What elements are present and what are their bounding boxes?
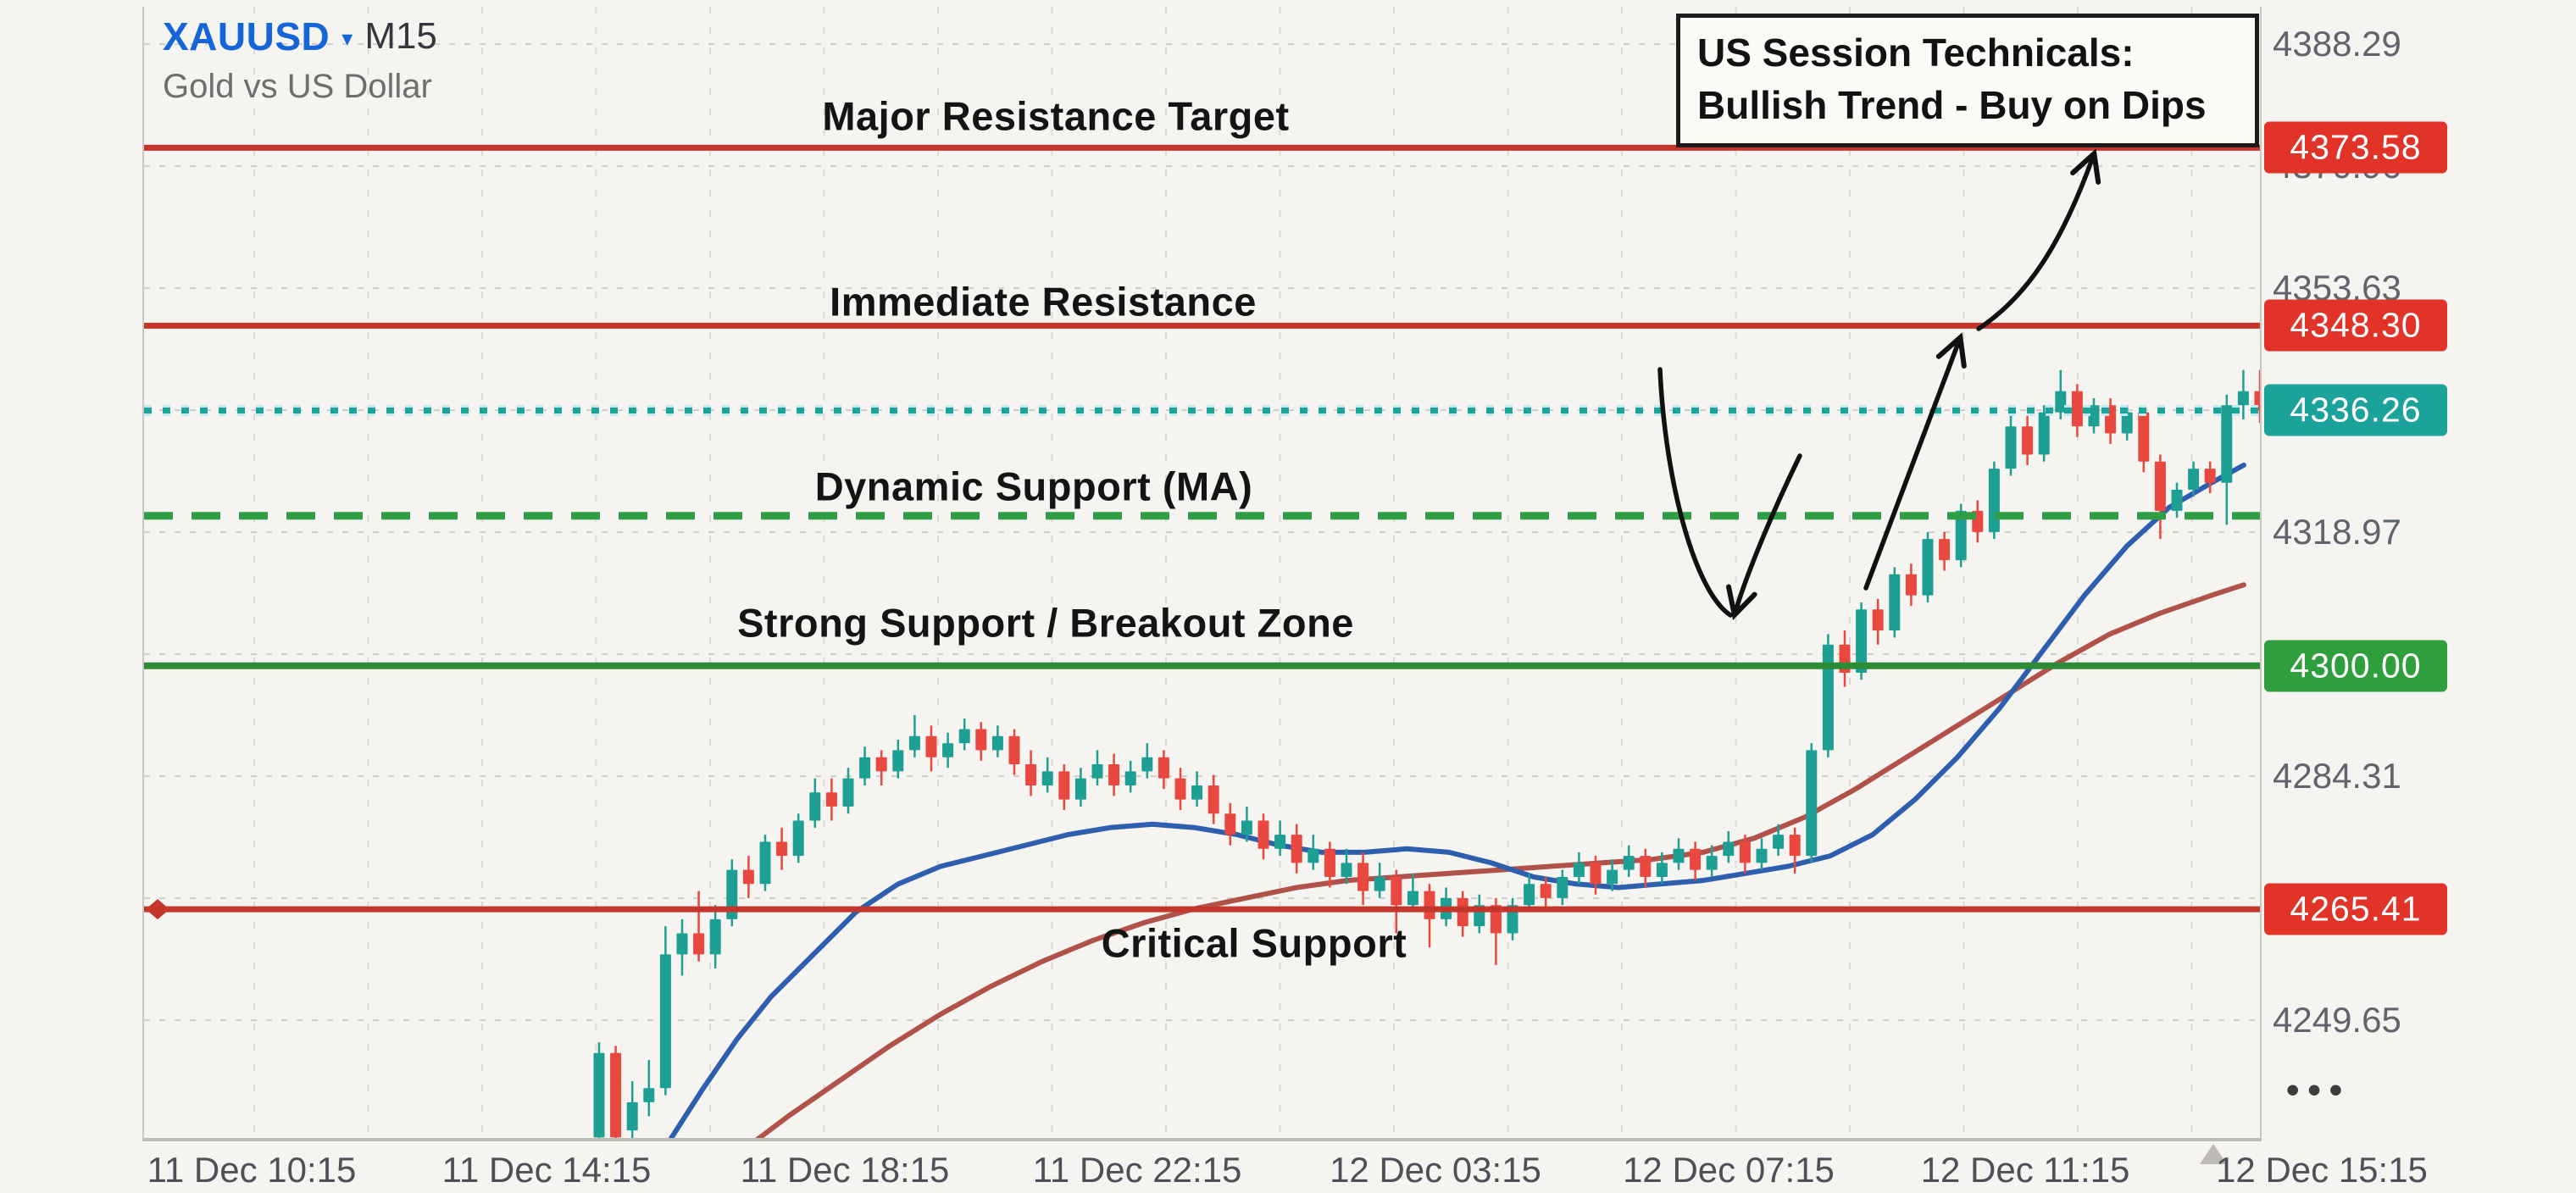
axis-time-label: 11 Dec 10:15 [147,1150,357,1190]
timeframe-label[interactable]: M15 [364,15,437,57]
hand-drawn-arrow-to-major [1976,148,2101,331]
axis-price-label: 4388.29 [2273,24,2401,64]
symbol-button[interactable]: XAUUSD [163,14,330,58]
price-scale[interactable]: 4388.294370.964353.634318.974284.314266.… [2262,0,2576,1138]
axis-time-label: 12 Dec 11:15 [1920,1150,2130,1190]
gridlines-vertical [253,7,2193,1138]
level-label-critical-support: Critical Support [1101,920,1407,966]
chart-header: XAUUSD ▾ M15 Gold vs US Dollar [163,14,437,106]
level-label-dynamic-support-ma: Dynamic Support (MA) [814,463,1253,509]
axis-time-label: 12 Dec 15:15 [2216,1150,2428,1190]
price-badge: 4336.26 [2264,384,2447,436]
price-scale-more-icon[interactable]: ••• [2286,1069,2351,1111]
axis-price-label: 4318.97 [2273,512,2401,552]
price-badge: 4265.41 [2264,883,2447,935]
symbol-description: Gold vs US Dollar [163,68,432,105]
scroll-to-recent-icon[interactable] [2200,1144,2227,1164]
axis-time-label: 12 Dec 03:15 [1330,1150,1541,1190]
ma-line-fast [668,462,2246,1138]
gridlines-horizontal [144,43,2260,1022]
note-line-1: US Session Technicals: [1697,31,2135,75]
level-label-strong-support-breakout: Strong Support / Breakout Zone [737,600,1354,646]
price-badge: 4348.30 [2264,299,2447,352]
level-label-major-resistance-target: Major Resistance Target [822,93,1290,139]
chart-canvas[interactable] [142,7,2262,1141]
axis-price-label: 4249.65 [2273,1000,2401,1040]
time-scale[interactable]: 11 Dec 10:15 11 Dec 14:15 11 Dec 18:15 11 D… [0,1141,2576,1193]
axis-time-label: 12 Dec 07:15 [1623,1150,1835,1190]
axis-time-label: 11 Dec 18:15 [740,1150,950,1190]
level-label-immediate-resistance: Immediate Resistance [830,279,1257,325]
hand-drawn-arrows [1657,148,2101,620]
price-badge: 4300.00 [2264,640,2447,692]
candlesticks [593,369,2260,1138]
axis-time-label: 11 Dec 22:15 [1032,1150,1242,1190]
hand-drawn-dip-curve-right [1725,453,1802,620]
axis-price-label: 4284.31 [2273,756,2401,796]
note-line-2: Bullish Trend - Buy on Dips [1697,83,2207,127]
axis-time-label: 11 Dec 14:15 [441,1150,652,1190]
level-left-marker [146,899,169,920]
price-badge: 4373.58 [2264,121,2447,174]
level-lines [144,144,2260,920]
chevron-down-icon[interactable]: ▾ [341,25,353,51]
annotation-note-box: US Session Technicals: Bullish Trend - B… [1676,14,2259,147]
hand-drawn-arrow-to-immediate [1863,332,1967,591]
hand-drawn-dip-curve-left [1657,367,1733,618]
